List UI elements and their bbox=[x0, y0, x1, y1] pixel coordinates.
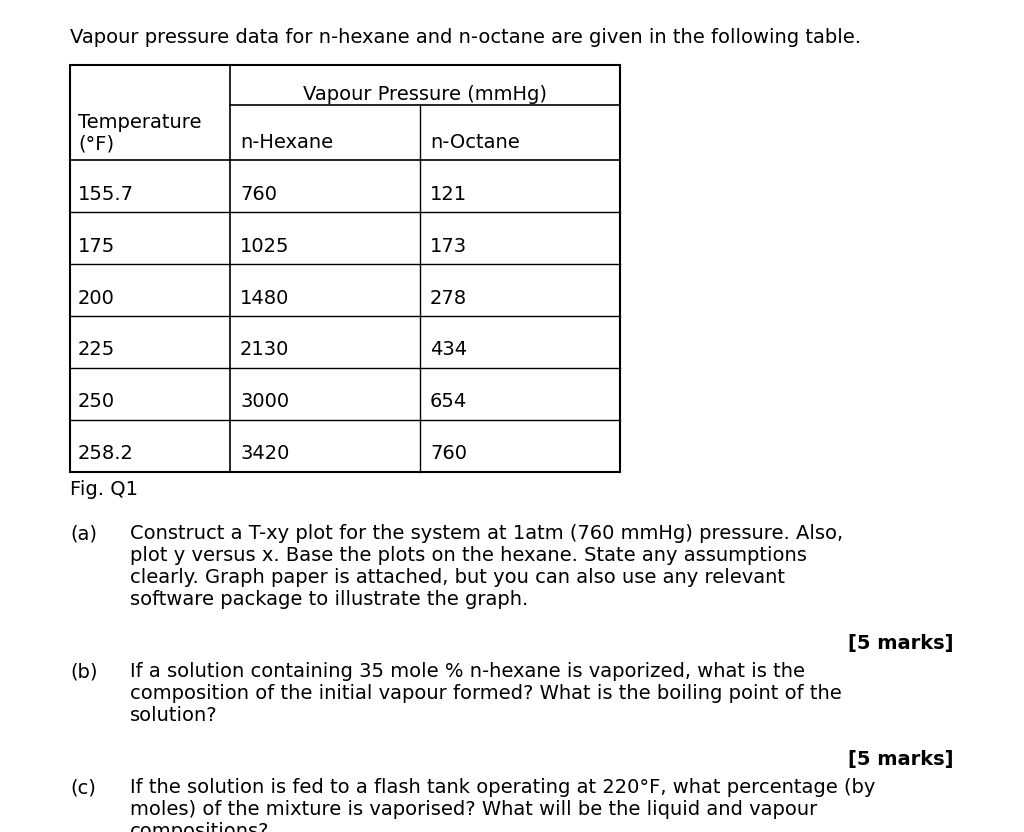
Text: 200: 200 bbox=[78, 289, 115, 308]
Text: Vapour Pressure (mmHg): Vapour Pressure (mmHg) bbox=[303, 86, 547, 105]
Text: 278: 278 bbox=[430, 289, 467, 308]
Text: Vapour pressure data for n-hexane and n-octane are given in the following table.: Vapour pressure data for n-hexane and n-… bbox=[70, 28, 861, 47]
Text: (b): (b) bbox=[70, 662, 97, 681]
Text: Construct a T-xy plot for the system at 1atm (760 mmHg) pressure. Also,
plot y v: Construct a T-xy plot for the system at … bbox=[130, 524, 843, 609]
Text: 155.7: 155.7 bbox=[78, 185, 134, 204]
Text: 225: 225 bbox=[78, 340, 116, 359]
Text: Fig. Q1: Fig. Q1 bbox=[70, 480, 138, 499]
Text: 175: 175 bbox=[78, 236, 116, 255]
Text: [5 marks]: [5 marks] bbox=[849, 750, 954, 769]
Text: If the solution is fed to a flash tank operating at 220°F, what percentage (by
m: If the solution is fed to a flash tank o… bbox=[130, 778, 876, 832]
Text: 760: 760 bbox=[430, 444, 467, 463]
Text: 760: 760 bbox=[240, 185, 278, 204]
Text: [5 marks]: [5 marks] bbox=[849, 634, 954, 653]
Text: (a): (a) bbox=[70, 524, 97, 543]
Text: 2130: 2130 bbox=[240, 340, 290, 359]
Text: n-Octane: n-Octane bbox=[430, 133, 520, 152]
Bar bbox=[70, 65, 620, 472]
Text: (c): (c) bbox=[70, 778, 96, 797]
Text: 654: 654 bbox=[430, 393, 467, 412]
Text: 173: 173 bbox=[430, 236, 467, 255]
Text: 121: 121 bbox=[430, 185, 467, 204]
Text: Temperature: Temperature bbox=[78, 113, 202, 132]
Text: 1480: 1480 bbox=[240, 289, 290, 308]
Text: 258.2: 258.2 bbox=[78, 444, 134, 463]
Text: n-Hexane: n-Hexane bbox=[240, 133, 333, 152]
Text: 3420: 3420 bbox=[240, 444, 290, 463]
Text: 434: 434 bbox=[430, 340, 467, 359]
Text: (°F): (°F) bbox=[78, 135, 114, 154]
Text: If a solution containing 35 mole % n-hexane is vaporized, what is the
compositio: If a solution containing 35 mole % n-hex… bbox=[130, 662, 842, 725]
Text: 250: 250 bbox=[78, 393, 115, 412]
Text: 3000: 3000 bbox=[240, 393, 289, 412]
Text: 1025: 1025 bbox=[240, 236, 290, 255]
